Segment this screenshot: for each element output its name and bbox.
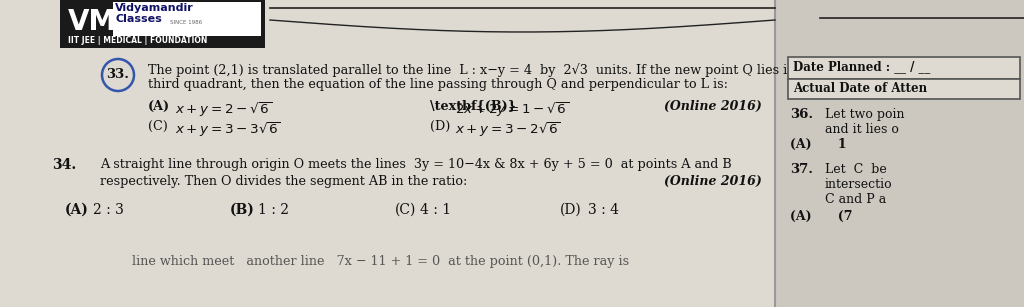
- Bar: [0, 0, 775, 307]
- Text: SINCE 1986: SINCE 1986: [170, 20, 202, 25]
- Text: IIT JEE | MEDICAL | FOUNDATION: IIT JEE | MEDICAL | FOUNDATION: [68, 36, 208, 45]
- Text: (A): (A): [65, 203, 89, 217]
- Text: $2x+2y=1-\sqrt{6}$: $2x+2y=1-\sqrt{6}$: [455, 100, 569, 119]
- Text: (Online 2016): (Online 2016): [665, 100, 762, 113]
- Text: (D): (D): [430, 120, 451, 133]
- Text: 34.: 34.: [52, 158, 76, 172]
- Text: line which meet   another line   7x − 11 + 1 = 0  at the point (0,1). The ray is: line which meet another line 7x − 11 + 1…: [100, 255, 629, 268]
- Text: (A)      (7: (A) (7: [790, 210, 853, 223]
- Bar: [60, 0, 265, 48]
- Text: A straight line through origin O meets the lines  3y = 10−4x & 8x + 6y + 5 = 0  : A straight line through origin O meets t…: [100, 158, 731, 171]
- Text: (C): (C): [148, 120, 168, 133]
- Text: respectively. Then O divides the segment AB in the ratio:: respectively. Then O divides the segment…: [100, 175, 467, 188]
- Bar: [775, 0, 1024, 307]
- Text: The point (2,1) is translated parallel to the line  L : x−y = 4  by  2√3  units.: The point (2,1) is translated parallel t…: [148, 63, 820, 77]
- Text: 1 : 2: 1 : 2: [258, 203, 289, 217]
- FancyBboxPatch shape: [788, 57, 1020, 79]
- Text: Let two poin: Let two poin: [825, 108, 904, 121]
- Text: (B): (B): [230, 203, 255, 217]
- Text: 4 : 1: 4 : 1: [420, 203, 452, 217]
- Text: 3 : 4: 3 : 4: [588, 203, 618, 217]
- Text: (C): (C): [395, 203, 417, 217]
- Bar: [113, 2, 261, 36]
- Text: Vidyamandir: Vidyamandir: [115, 3, 194, 13]
- Text: (A)      1: (A) 1: [790, 138, 847, 151]
- Text: Date Planned : __ / __: Date Planned : __ / __: [793, 60, 930, 73]
- Text: (A): (A): [148, 100, 170, 113]
- Text: intersectio: intersectio: [825, 178, 893, 191]
- Text: 36.: 36.: [790, 108, 813, 121]
- Text: VMC: VMC: [68, 8, 137, 36]
- Text: C and P a: C and P a: [825, 193, 886, 206]
- Text: and it lies o: and it lies o: [825, 123, 899, 136]
- Text: third quadrant, then the equation of the line passing through Q and perpendicula: third quadrant, then the equation of the…: [148, 78, 728, 91]
- Text: Classes: Classes: [115, 14, 162, 24]
- Text: 33.: 33.: [106, 68, 129, 81]
- Text: \textbf{(B)}: \textbf{(B)}: [430, 100, 516, 113]
- Text: (D): (D): [560, 203, 582, 217]
- Text: 2 : 3: 2 : 3: [93, 203, 124, 217]
- Text: $x+y=3-2\sqrt{6}$: $x+y=3-2\sqrt{6}$: [455, 120, 561, 139]
- FancyBboxPatch shape: [788, 79, 1020, 99]
- Text: (Online 2016): (Online 2016): [665, 175, 762, 188]
- Text: Actual Date of Atten: Actual Date of Atten: [793, 82, 927, 95]
- Text: 37.: 37.: [790, 163, 813, 176]
- Text: Let  C  be: Let C be: [825, 163, 887, 176]
- Text: $x+y=3-3\sqrt{6}$: $x+y=3-3\sqrt{6}$: [175, 120, 281, 139]
- Text: $x+y=2-\sqrt{6}$: $x+y=2-\sqrt{6}$: [175, 100, 272, 119]
